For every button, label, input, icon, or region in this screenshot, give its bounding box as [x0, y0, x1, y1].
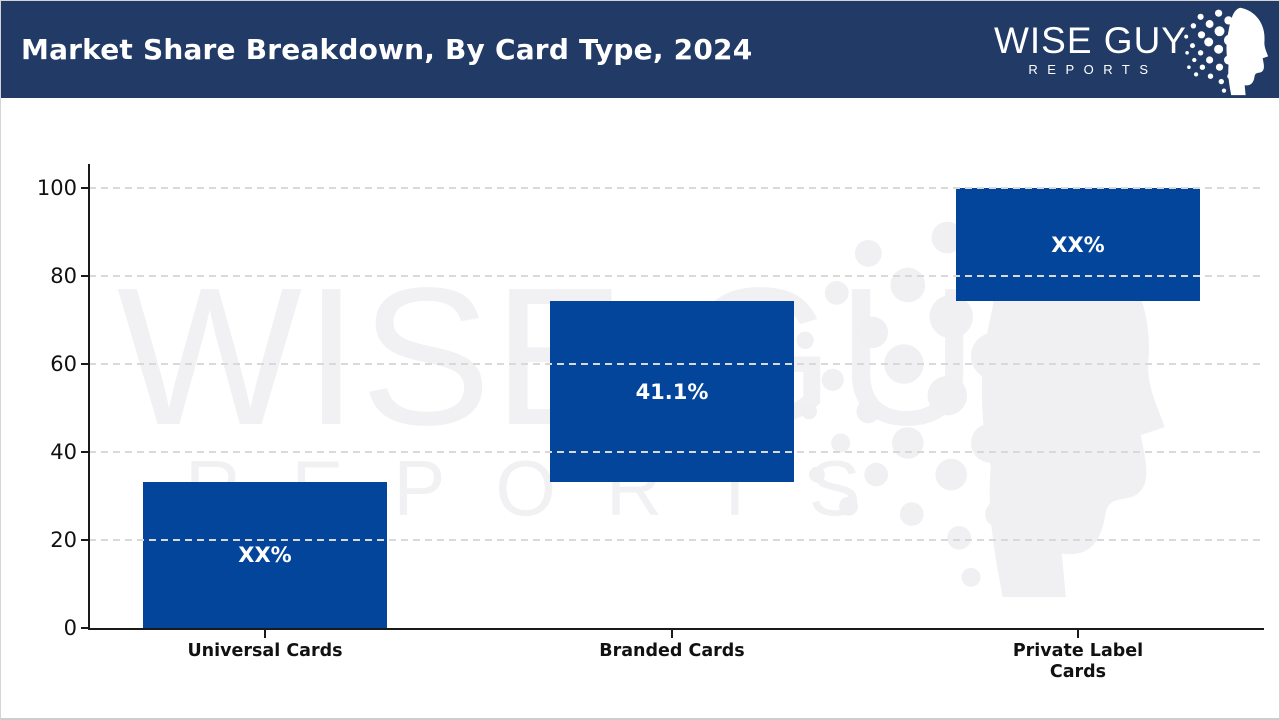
x-tick-label: Private Label Cards	[1012, 641, 1144, 682]
logo-face-icon	[1179, 6, 1269, 96]
gridline	[89, 187, 1263, 189]
y-tick-mark	[81, 451, 88, 453]
bar-value-label: XX%	[238, 543, 292, 567]
y-tick-mark	[81, 539, 88, 541]
logo-text: WISE GUY REPORTS	[994, 22, 1187, 77]
y-tick-mark	[81, 627, 88, 629]
x-axis-line	[88, 628, 1264, 630]
logo-wordmark: WISE GUY	[993, 20, 1187, 61]
y-tick-label: 60	[50, 352, 77, 376]
bar-value-label: XX%	[1051, 233, 1105, 257]
bar	[956, 188, 1200, 301]
logo: WISE GUY REPORTS	[994, 4, 1269, 96]
x-tick-mark	[1077, 630, 1079, 638]
header: Market Share Breakdown, By Card Type, 20…	[1, 1, 1279, 98]
x-tick-label: Universal Cards	[187, 641, 343, 661]
gridline	[89, 539, 1263, 541]
logo-subtitle: REPORTS	[1028, 62, 1158, 77]
x-tick-mark	[264, 630, 266, 638]
y-tick-mark	[81, 275, 88, 277]
y-tick-label: 0	[63, 616, 77, 640]
gridline	[89, 275, 1263, 277]
y-tick-label: 80	[50, 264, 77, 288]
page-title: Market Share Breakdown, By Card Type, 20…	[21, 33, 753, 66]
y-tick-label: 40	[50, 440, 77, 464]
gridline	[89, 363, 1263, 365]
x-tick-label: Branded Cards	[599, 641, 745, 661]
y-axis-line	[88, 164, 90, 630]
bar	[143, 482, 387, 628]
x-tick-mark	[671, 630, 673, 638]
y-tick-mark	[81, 187, 88, 189]
gridline	[89, 451, 1263, 453]
y-tick-mark	[81, 363, 88, 365]
bar-value-label: 41.1%	[635, 380, 709, 404]
y-tick-label: 20	[50, 528, 77, 552]
y-tick-label: 100	[36, 176, 77, 200]
